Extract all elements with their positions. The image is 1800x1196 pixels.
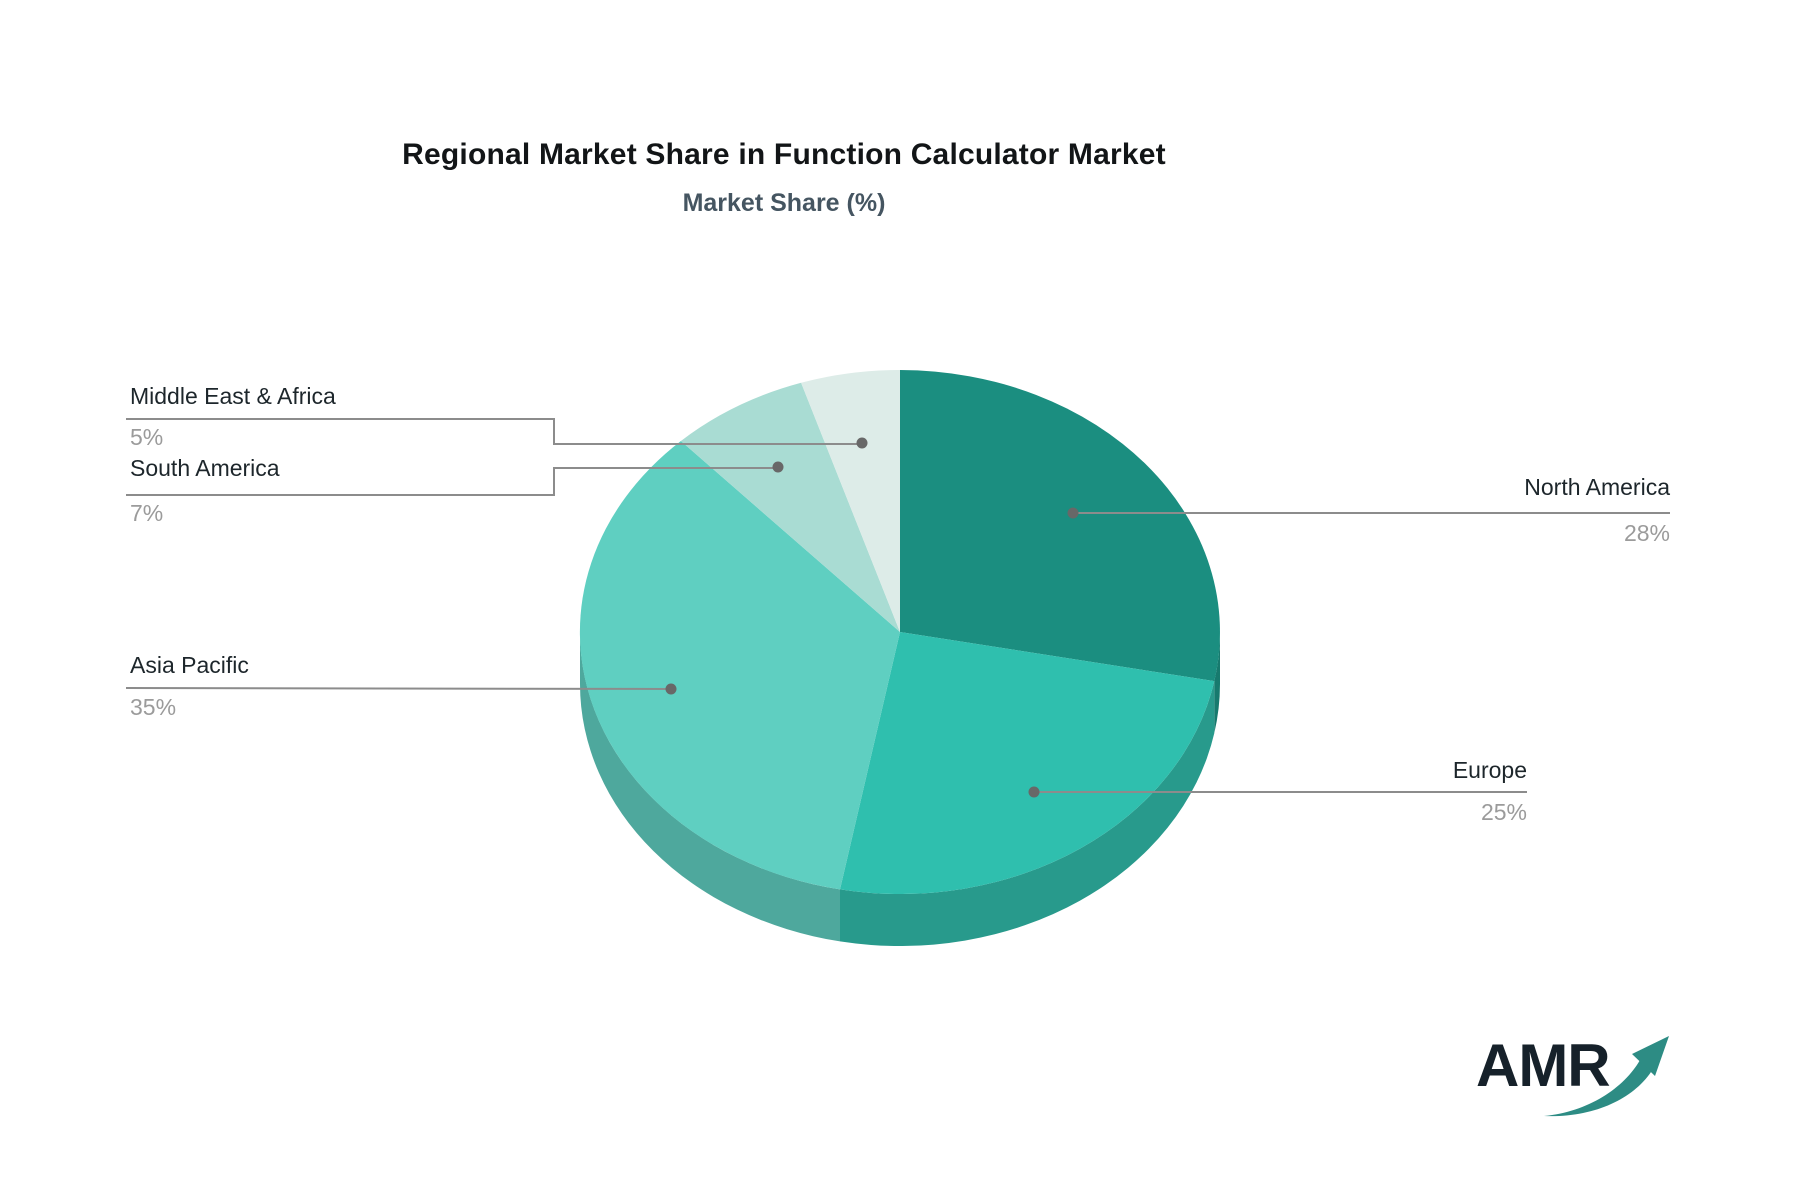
slice-label-south-america: South America xyxy=(130,455,280,481)
pie-slice-side-asia-pacific xyxy=(580,632,840,942)
leader-line-south-america xyxy=(126,467,778,496)
pie-slice-south-america[interactable] xyxy=(680,382,900,632)
leader-line-asia-pacific xyxy=(125,687,672,690)
chart-title: Regional Market Share in Function Calcul… xyxy=(402,138,1166,171)
slice-label-middle-east-africa: Middle East & Africa xyxy=(130,383,336,409)
amr-logo-arrow-icon xyxy=(1544,1036,1669,1117)
pie-slice-side-europe xyxy=(840,681,1215,947)
slice-label-north-america: North America xyxy=(1524,474,1670,500)
amr-logo: AMR xyxy=(1476,1034,1676,1144)
amr-logo-text: AMR xyxy=(1476,1032,1611,1099)
pie-slice-europe[interactable] xyxy=(840,632,1215,895)
slice-value-europe: 25% xyxy=(1480,799,1527,825)
slice-label-asia-pacific: Asia Pacific xyxy=(130,652,249,678)
leader-dot-north-america xyxy=(1067,507,1079,519)
leader-dot-middle-east-africa xyxy=(856,437,868,449)
slice-value-middle-east-africa: 5% xyxy=(130,424,164,450)
chart-subtitle: Market Share (%) xyxy=(682,189,886,217)
slice-label-europe: Europe xyxy=(1452,757,1527,783)
leader-line-middle-east-africa xyxy=(126,418,862,445)
pie-slice-north-america[interactable] xyxy=(900,370,1220,682)
leader-dot-asia-pacific xyxy=(665,683,677,695)
slice-value-south-america: 7% xyxy=(130,500,164,526)
pie-slice-side-north-america xyxy=(1214,632,1220,734)
slice-value-asia-pacific: 35% xyxy=(130,694,177,720)
pie-slice-middle-east-africa[interactable] xyxy=(801,370,900,632)
chart-header: Regional Market Share in Function Calcul… xyxy=(0,138,1568,218)
slice-value-north-america: 28% xyxy=(1623,520,1670,546)
leader-dot-europe xyxy=(1028,786,1040,798)
leader-dot-south-america xyxy=(772,461,784,473)
pie-slice-asia-pacific[interactable] xyxy=(579,441,900,890)
